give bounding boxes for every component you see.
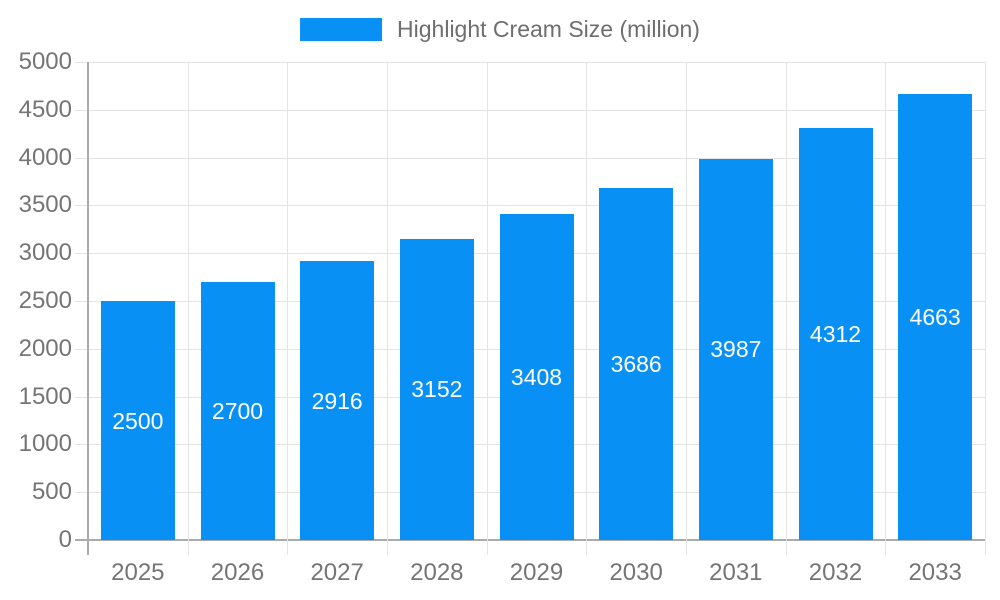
bar-value-label: 4663 [909,304,961,331]
y-tick-label: 500 [31,478,72,506]
bar-value-label: 2700 [211,397,264,424]
x-tick-label: 2028 [410,559,464,586]
x-gridline [287,62,289,555]
x-gridline [387,62,388,555]
x-gridline [686,62,687,555]
bar-value-label: 3408 [510,364,563,391]
x-gridline [985,62,986,555]
y-tick-label: 3500 [18,191,72,219]
bar-2032[interactable] [798,127,873,540]
y-axis-line [87,62,89,555]
bar-value-label: 3152 [411,376,463,403]
y-tick-label: 2000 [18,334,72,362]
y-tick-label: 2500 [18,287,72,314]
bar-value-label: 4312 [809,320,862,347]
bar-2028[interactable] [399,238,474,540]
y-tick-label: 0 [58,526,72,553]
y-tick-label: 1500 [18,382,72,410]
chart-legend[interactable]: Highlight Cream Size (million) [300,16,700,43]
y-tick-label: 1000 [18,430,72,458]
x-gridline [785,62,787,555]
x-gridline [486,62,488,555]
x-tick-label: 2027 [310,559,364,586]
legend-label: Highlight Cream Size (million) [397,16,700,42]
bar-value-label: 3686 [610,350,662,377]
bar-value-label: 2916 [311,387,363,414]
bar-2027[interactable] [300,261,375,540]
x-tick-label: 2032 [808,559,863,586]
x-tick-label: 2031 [709,559,763,586]
plot-area: 2500 2700 2916 3152 3408 3686 3987 4312 4663 [75,62,986,555]
x-gridline [885,62,887,555]
y-tick-label: 3000 [18,239,72,267]
bar-2026[interactable] [200,281,275,540]
x-tick-label: 2033 [908,559,962,586]
bar-value-label: 3987 [710,336,762,363]
x-axis-line [75,539,985,541]
y-tick-label: 4000 [18,143,72,171]
bar-value-label: 2500 [112,407,164,434]
y-gridline [75,205,985,207]
y-tick-label: 4500 [18,95,72,123]
y-gridline [75,109,985,111]
y-tick-label: 5000 [18,48,72,75]
bar-2033[interactable] [898,94,973,540]
x-tick-label: 2025 [111,559,165,586]
x-tick-label: 2029 [509,559,564,586]
bar-2025[interactable] [100,301,175,540]
x-tick-label: 2030 [609,559,663,586]
x-tick-label: 2026 [210,559,265,586]
y-gridline [75,157,985,159]
bar-2029[interactable] [499,214,574,540]
y-gridline [75,62,985,63]
x-gridline [586,62,588,555]
bar-2031[interactable] [698,158,773,540]
legend-swatch-icon [300,18,383,41]
bar-2030[interactable] [599,187,674,540]
x-gridline [187,62,189,555]
